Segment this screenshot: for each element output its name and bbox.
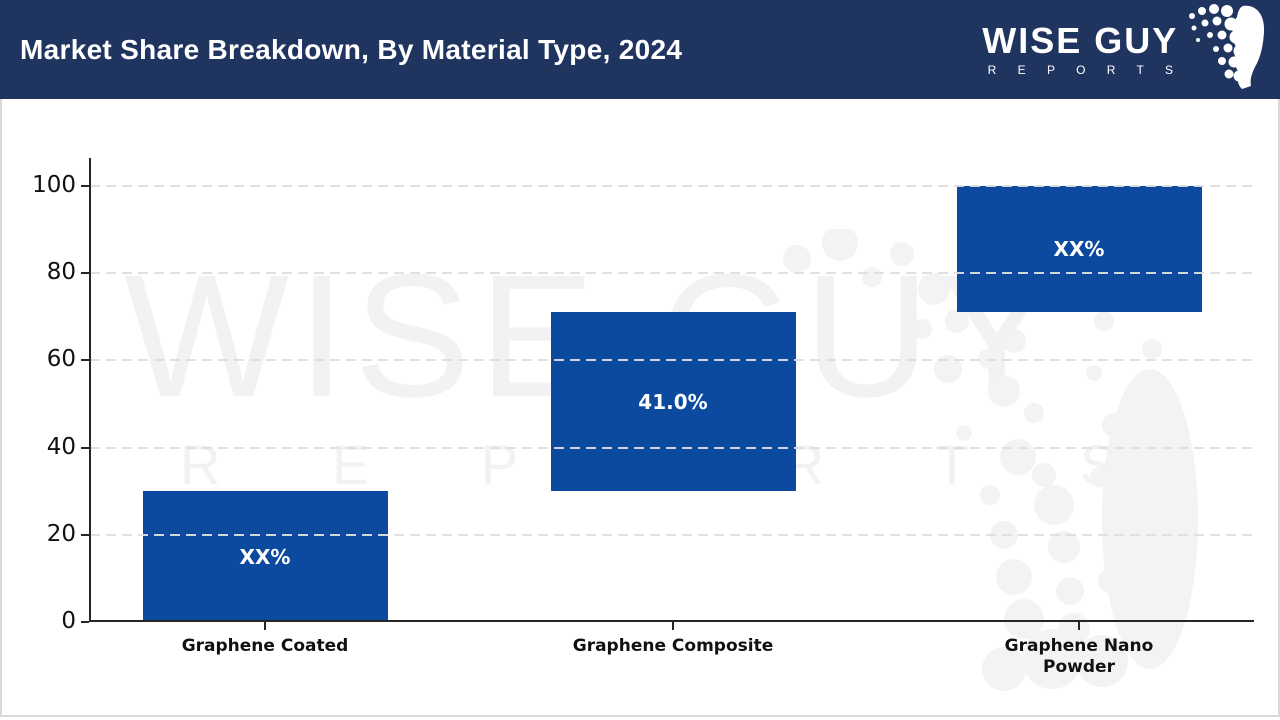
bar-value-label: XX%: [1053, 237, 1105, 262]
x-axis-line: [89, 620, 1254, 622]
y-axis-tick: [81, 272, 89, 275]
page-title: Market Share Breakdown, By Material Type…: [20, 33, 683, 65]
y-tick-label: 20: [46, 520, 76, 547]
x-category-label: Graphene Coated: [181, 636, 349, 656]
y-axis-tick: [81, 533, 89, 536]
x-axis-tick: [264, 622, 266, 630]
wise-guy-logo: WISE GUY R E P O R T S: [979, 4, 1266, 95]
y-axis-tick: [81, 185, 89, 187]
x-axis-tick: [1078, 622, 1080, 630]
y-axis-tick: [81, 446, 89, 449]
gridline: [90, 446, 1254, 449]
y-tick-label: 40: [46, 433, 76, 460]
bar-graphene-coated: XX%: [142, 491, 388, 622]
y-tick-label: 100: [32, 172, 76, 198]
chart-area: WISE GUY R E P O R T S: [0, 99, 1280, 717]
header: Market Share Breakdown, By Material Type…: [0, 0, 1280, 99]
bar-graphene-composite: 41.0%: [550, 312, 796, 492]
bar-graphene-nano-powder: XX%: [956, 186, 1202, 313]
x-category-label: Graphene Composite: [572, 636, 774, 656]
logo-wordmark: WISE GUY: [982, 19, 1179, 61]
gridline: [90, 272, 1254, 275]
bar-value-label: 41.0%: [638, 389, 708, 414]
logo-text: WISE GUY R E P O R T S: [979, 19, 1182, 77]
y-axis-tick: [81, 621, 89, 623]
dotted-head-logo-icon: [1186, 4, 1266, 95]
gridline: [90, 533, 1254, 536]
logo-subtitle: R E P O R T S: [987, 62, 1182, 77]
y-tick-label: 0: [61, 608, 76, 634]
y-tick-label: 60: [46, 346, 76, 373]
bar-value-label: XX%: [239, 544, 291, 569]
x-category-label: Graphene Nano Powder: [1004, 636, 1154, 677]
gridline: [90, 359, 1254, 362]
x-axis-tick: [672, 622, 674, 630]
y-tick-label: 80: [46, 259, 76, 286]
y-axis-line: [89, 158, 91, 622]
watermark-dotted-head-icon: [752, 225, 1202, 714]
y-axis-tick: [81, 359, 89, 362]
gridline: [90, 185, 1254, 187]
